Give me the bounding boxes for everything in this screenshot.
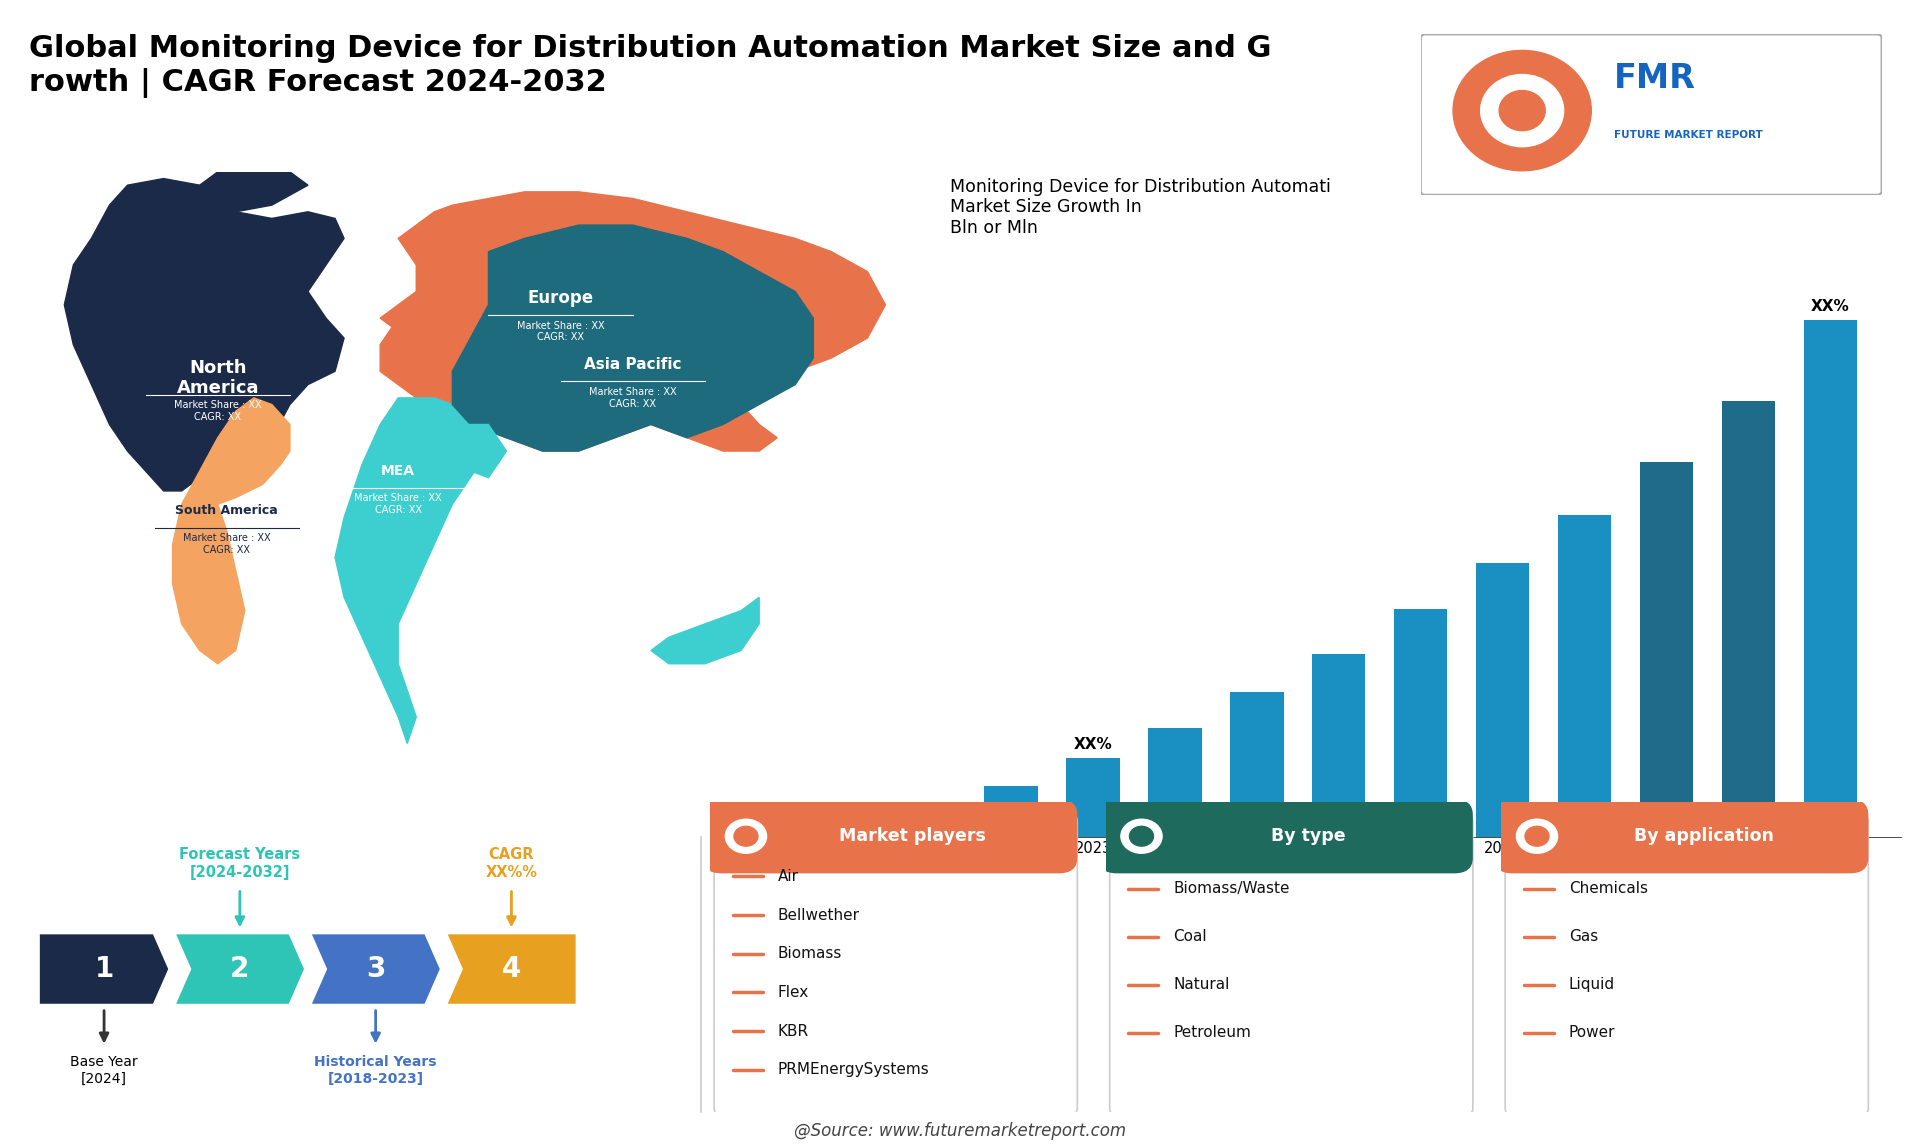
Bar <box>1394 609 1448 837</box>
Text: Market Share : XX
CAGR: XX: Market Share : XX CAGR: XX <box>182 533 271 555</box>
Text: 3: 3 <box>367 955 386 983</box>
Text: Market Share : XX
CAGR: XX: Market Share : XX CAGR: XX <box>175 400 261 422</box>
Text: Historical Years
[2018-2023]: Historical Years [2018-2023] <box>315 1055 438 1085</box>
Text: Biomass/Waste: Biomass/Waste <box>1173 881 1290 896</box>
Text: Forecast Years
[2024-2032]: Forecast Years [2024-2032] <box>179 847 300 880</box>
Text: Market Share : XX
CAGR: XX: Market Share : XX CAGR: XX <box>516 321 605 343</box>
Text: North
America: North America <box>177 359 259 398</box>
Text: XX%: XX% <box>1073 737 1112 752</box>
Circle shape <box>1121 819 1162 854</box>
Text: Biomass: Biomass <box>778 947 843 961</box>
Circle shape <box>1453 50 1592 171</box>
FancyBboxPatch shape <box>1494 799 1868 873</box>
FancyBboxPatch shape <box>1421 34 1882 195</box>
Polygon shape <box>38 933 169 1005</box>
Text: FUTURE MARKET REPORT: FUTURE MARKET REPORT <box>1615 129 1763 140</box>
Circle shape <box>1129 826 1154 846</box>
Text: Market players: Market players <box>839 827 987 846</box>
Polygon shape <box>380 291 417 331</box>
Text: Monitoring Device for Distribution Automati
Market Size Growth In
Bln or Mln: Monitoring Device for Distribution Autom… <box>950 178 1331 237</box>
Polygon shape <box>434 424 507 478</box>
Text: Flex: Flex <box>778 986 808 1000</box>
Polygon shape <box>445 933 576 1005</box>
Text: Bellwether: Bellwether <box>778 908 860 923</box>
Bar <box>1066 758 1119 837</box>
Text: KBR: KBR <box>778 1023 808 1038</box>
Bar <box>1148 728 1202 837</box>
Bar <box>1231 692 1284 837</box>
FancyBboxPatch shape <box>703 799 1077 873</box>
Bar <box>1311 654 1365 837</box>
Bar <box>1640 462 1693 837</box>
Polygon shape <box>200 165 307 212</box>
Text: By type: By type <box>1271 827 1346 846</box>
Text: @Source: www.futuremarketreport.com: @Source: www.futuremarketreport.com <box>795 1122 1125 1140</box>
Circle shape <box>1524 826 1549 846</box>
Circle shape <box>1500 91 1546 131</box>
Text: Asia Pacific: Asia Pacific <box>584 358 682 372</box>
Text: Air: Air <box>778 869 799 884</box>
Bar <box>985 786 1037 837</box>
Text: Base Year
[2024]: Base Year [2024] <box>71 1055 138 1085</box>
Text: MEA: MEA <box>382 464 415 478</box>
FancyBboxPatch shape <box>1098 799 1473 873</box>
Text: Petroleum: Petroleum <box>1173 1026 1252 1041</box>
Polygon shape <box>651 597 758 664</box>
Text: Coal: Coal <box>1173 929 1208 944</box>
Text: CAGR
XX%%: CAGR XX%% <box>486 847 538 880</box>
Text: South America: South America <box>175 504 278 517</box>
Polygon shape <box>334 398 488 744</box>
Polygon shape <box>63 179 344 490</box>
Polygon shape <box>311 933 442 1005</box>
Circle shape <box>1480 74 1563 147</box>
Text: Liquid: Liquid <box>1569 978 1615 992</box>
Text: FMR: FMR <box>1615 62 1695 95</box>
Text: 4: 4 <box>501 955 520 983</box>
Bar <box>1476 563 1530 837</box>
Polygon shape <box>173 398 290 664</box>
Polygon shape <box>380 191 885 452</box>
Text: Market Share : XX
CAGR: XX: Market Share : XX CAGR: XX <box>589 387 676 409</box>
Text: Chemicals: Chemicals <box>1569 881 1647 896</box>
Circle shape <box>733 826 758 846</box>
Circle shape <box>1517 819 1557 854</box>
Text: 2: 2 <box>230 955 250 983</box>
Text: PRMEnergySystems: PRMEnergySystems <box>778 1062 929 1077</box>
Text: Global Monitoring Device for Distribution Automation Market Size and G
rowth | C: Global Monitoring Device for Distributio… <box>29 34 1271 97</box>
Text: Power: Power <box>1569 1026 1615 1041</box>
Text: 1: 1 <box>94 955 113 983</box>
Bar <box>1805 320 1857 837</box>
Bar <box>1557 515 1611 837</box>
Bar <box>1722 401 1776 837</box>
Polygon shape <box>175 933 305 1005</box>
Text: XX%: XX% <box>1811 299 1849 314</box>
Text: Natural: Natural <box>1173 978 1229 992</box>
Text: Gas: Gas <box>1569 929 1597 944</box>
Polygon shape <box>453 225 814 452</box>
Circle shape <box>726 819 766 854</box>
Text: Europe: Europe <box>528 289 593 307</box>
Text: By application: By application <box>1634 827 1774 846</box>
Text: Market Share : XX
CAGR: XX: Market Share : XX CAGR: XX <box>355 494 442 515</box>
